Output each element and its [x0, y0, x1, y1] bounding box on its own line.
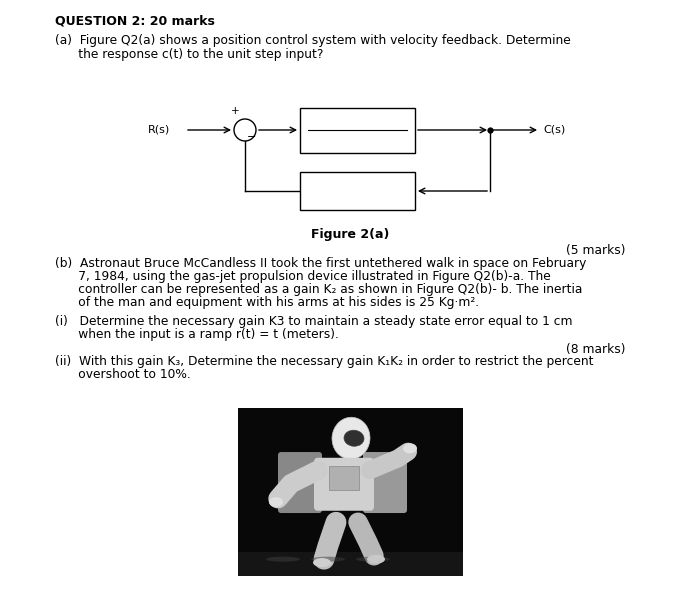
Ellipse shape: [403, 443, 417, 453]
Text: +: +: [231, 106, 239, 116]
Text: 0.1s + 1: 0.1s + 1: [332, 185, 382, 198]
FancyBboxPatch shape: [278, 452, 322, 513]
Text: (ii)  With this gain K₃, Determine the necessary gain K₁K₂ in order to restrict : (ii) With this gain K₃, Determine the ne…: [55, 355, 594, 368]
Text: 7, 1984, using the gas-jet propulsion device illustrated in Figure Q2(b)-a. The: 7, 1984, using the gas-jet propulsion de…: [55, 270, 551, 283]
Text: the response c(t) to the unit step input?: the response c(t) to the unit step input…: [55, 48, 323, 61]
Ellipse shape: [313, 558, 331, 567]
Text: 100: 100: [346, 113, 369, 126]
FancyBboxPatch shape: [314, 458, 374, 511]
Text: QUESTION 2: 20 marks: QUESTION 2: 20 marks: [55, 14, 215, 27]
Ellipse shape: [356, 556, 390, 562]
FancyBboxPatch shape: [238, 552, 463, 576]
Text: (5 marks): (5 marks): [566, 244, 625, 257]
Text: C(s): C(s): [543, 124, 566, 134]
Text: (i)   Determine the necessary gain K3 to maintain a steady state error equal to : (i) Determine the necessary gain K3 to m…: [55, 315, 573, 328]
Text: controller can be represented as a gain K₂ as shown in Figure Q2(b)- b. The iner: controller can be represented as a gain …: [55, 283, 582, 296]
FancyBboxPatch shape: [329, 466, 359, 490]
Text: R(s): R(s): [148, 124, 170, 134]
Text: (b)  Astronaut Bruce McCandless II took the first untethered walk in space on Fe: (b) Astronaut Bruce McCandless II took t…: [55, 257, 587, 270]
Ellipse shape: [332, 417, 370, 459]
Text: s(s + 2): s(s + 2): [335, 132, 381, 145]
Text: Figure 2(a): Figure 2(a): [311, 228, 389, 241]
Text: of the man and equipment with his arms at his sides is 25 Kg·m².: of the man and equipment with his arms a…: [55, 296, 479, 309]
Ellipse shape: [269, 497, 283, 507]
Text: when the input is a ramp r(t) = t (meters).: when the input is a ramp r(t) = t (meter…: [55, 328, 339, 341]
Ellipse shape: [344, 430, 364, 446]
Text: (8 marks): (8 marks): [566, 343, 625, 356]
Text: −: −: [247, 132, 256, 142]
Ellipse shape: [266, 556, 300, 562]
FancyBboxPatch shape: [238, 408, 463, 576]
FancyBboxPatch shape: [300, 172, 415, 210]
FancyBboxPatch shape: [363, 452, 407, 513]
Text: (a)  Figure Q2(a) shows a position control system with velocity feedback. Determ: (a) Figure Q2(a) shows a position contro…: [55, 34, 570, 47]
Ellipse shape: [367, 555, 385, 564]
Text: overshoot to 10%.: overshoot to 10%.: [55, 368, 190, 381]
Ellipse shape: [311, 556, 345, 562]
FancyBboxPatch shape: [300, 108, 415, 153]
